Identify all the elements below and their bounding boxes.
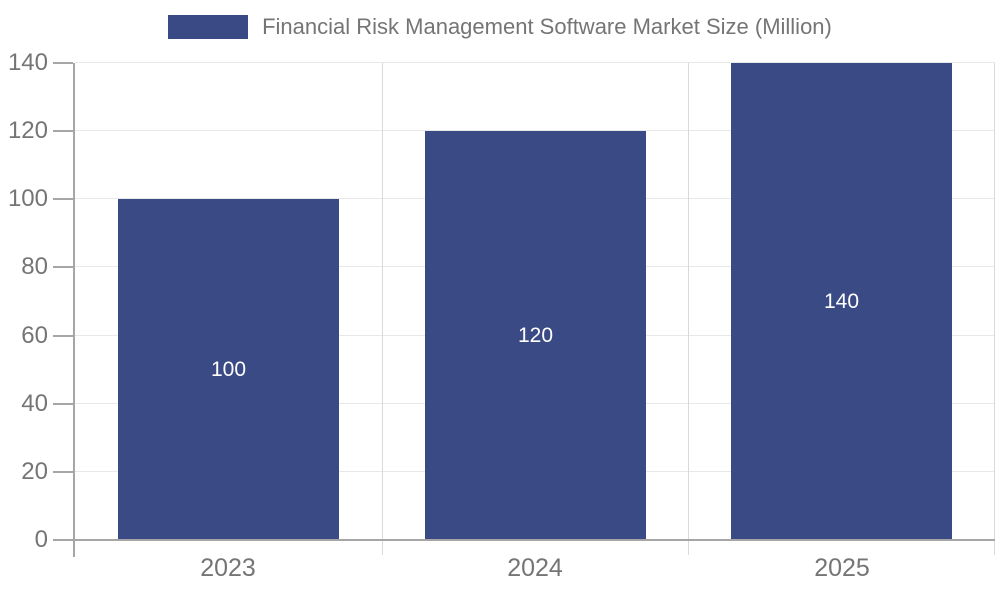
y-tick-label: 60 (21, 322, 48, 349)
gridline-vertical (994, 63, 995, 555)
gridline-vertical (382, 63, 383, 555)
gridline-vertical (688, 63, 689, 555)
y-tick-label: 120 (7, 117, 48, 144)
y-axis-labels: 0 20 40 60 80 100 120 140 (0, 50, 48, 553)
legend[interactable]: Financial Risk Management Software Marke… (0, 14, 1000, 40)
x-axis-line (53, 539, 995, 541)
x-tick-label: 2024 (507, 554, 563, 582)
plot-area: 100 120 140 (75, 62, 995, 555)
x-tick-label: 2023 (200, 554, 256, 582)
legend-swatch-icon (168, 15, 249, 39)
bar-2025: 140 (731, 63, 952, 540)
bar-value-label: 140 (823, 289, 860, 313)
y-tick-label: 80 (21, 253, 48, 280)
y-tick-label: 100 (7, 185, 48, 212)
y-tick-label: 140 (7, 49, 48, 76)
y-tick-mark (53, 266, 73, 268)
y-tick-mark (53, 130, 73, 132)
y-tick-label: 40 (21, 390, 48, 417)
y-tick-mark (53, 198, 73, 200)
chart-title: Financial Risk Management Software Marke… (262, 14, 832, 39)
bar-2023: 100 (118, 199, 339, 540)
bar-value-label: 100 (210, 357, 247, 381)
bar-2024: 120 (425, 131, 646, 540)
y-tick-mark (53, 471, 73, 473)
gridline-horizontal (75, 62, 995, 63)
y-tick-mark (53, 335, 73, 337)
y-tick-mark (53, 62, 73, 64)
y-axis-line (73, 63, 75, 557)
bar-value-label: 120 (517, 323, 554, 347)
y-tick-label: 0 (34, 526, 48, 553)
y-tick-label: 20 (21, 458, 48, 485)
gridline-horizontal (75, 130, 995, 131)
y-tick-mark (53, 403, 73, 405)
x-tick-label: 2025 (814, 554, 870, 582)
